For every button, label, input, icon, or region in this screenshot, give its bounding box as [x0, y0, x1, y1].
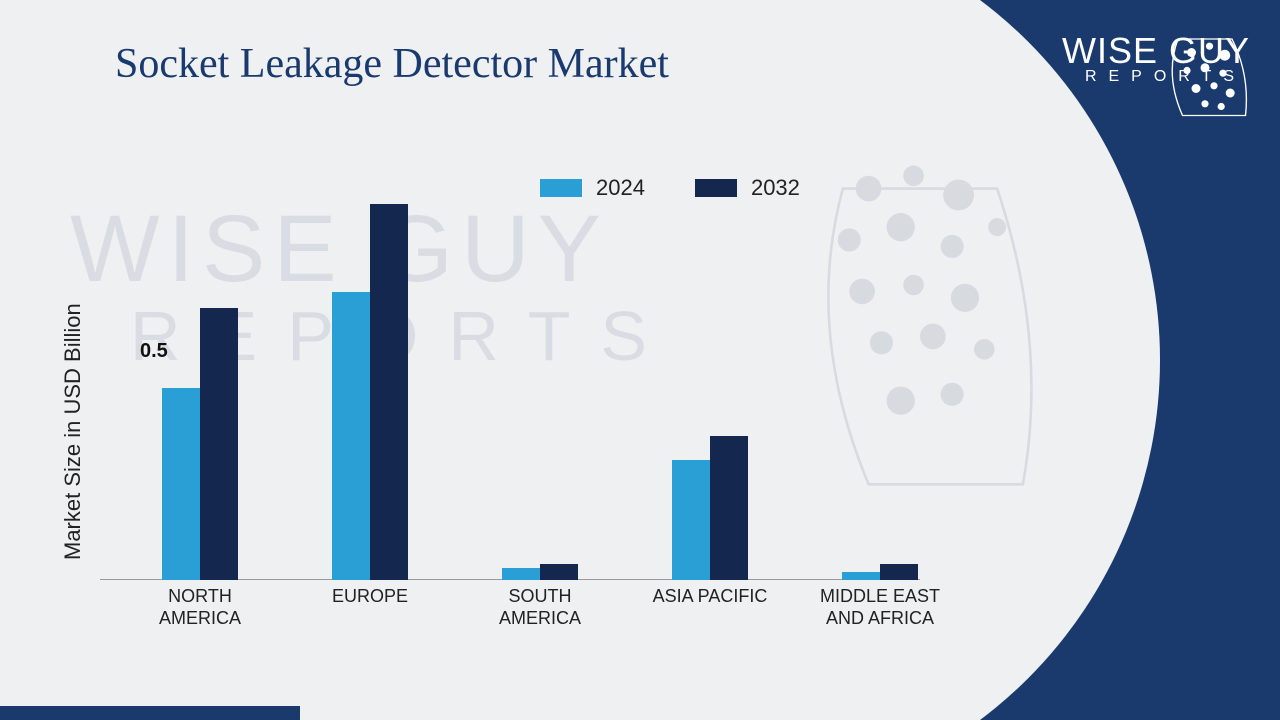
category-label: EUROPE — [300, 586, 440, 608]
category-label: MIDDLE EAST AND AFRICA — [810, 586, 950, 629]
category-group: SOUTH AMERICA — [480, 564, 600, 580]
bar-2024 — [842, 572, 880, 580]
category-label: ASIA PACIFIC — [640, 586, 780, 608]
bottom-accent-bar — [0, 706, 300, 720]
brand-logo: WISE GUY REPORTS — [1062, 30, 1250, 86]
chart-title: Socket Leakage Detector Market — [115, 40, 669, 88]
chart-canvas: WISE GUY REPORTS Socket Leakage Detector… — [0, 0, 1280, 720]
category-group: EUROPE — [310, 204, 430, 580]
bar-2032 — [200, 308, 238, 580]
y-axis-label: Market Size in USD Billion — [60, 303, 86, 560]
bar-2032 — [370, 204, 408, 580]
category-label: SOUTH AMERICA — [470, 586, 610, 629]
category-group: NORTH AMERICA — [140, 308, 260, 580]
category-label: NORTH AMERICA — [130, 586, 270, 629]
brand-main: WISE GUY — [1062, 30, 1250, 72]
bar-2024 — [162, 388, 200, 580]
bar-2032 — [880, 564, 918, 580]
content-layer: Socket Leakage Detector Market WISE GUY … — [0, 0, 1280, 720]
category-group: ASIA PACIFIC — [650, 436, 770, 580]
brand-sub: REPORTS — [1062, 68, 1246, 86]
bar-2024 — [332, 292, 370, 580]
category-group: MIDDLE EAST AND AFRICA — [820, 564, 940, 580]
bar-2024 — [672, 460, 710, 580]
plot-area: NORTH AMERICA EUROPE SOUTH AMERICA ASIA PAC… — [100, 180, 920, 580]
bar-2032 — [710, 436, 748, 580]
bar-2032 — [540, 564, 578, 580]
bar-2024 — [502, 568, 540, 580]
